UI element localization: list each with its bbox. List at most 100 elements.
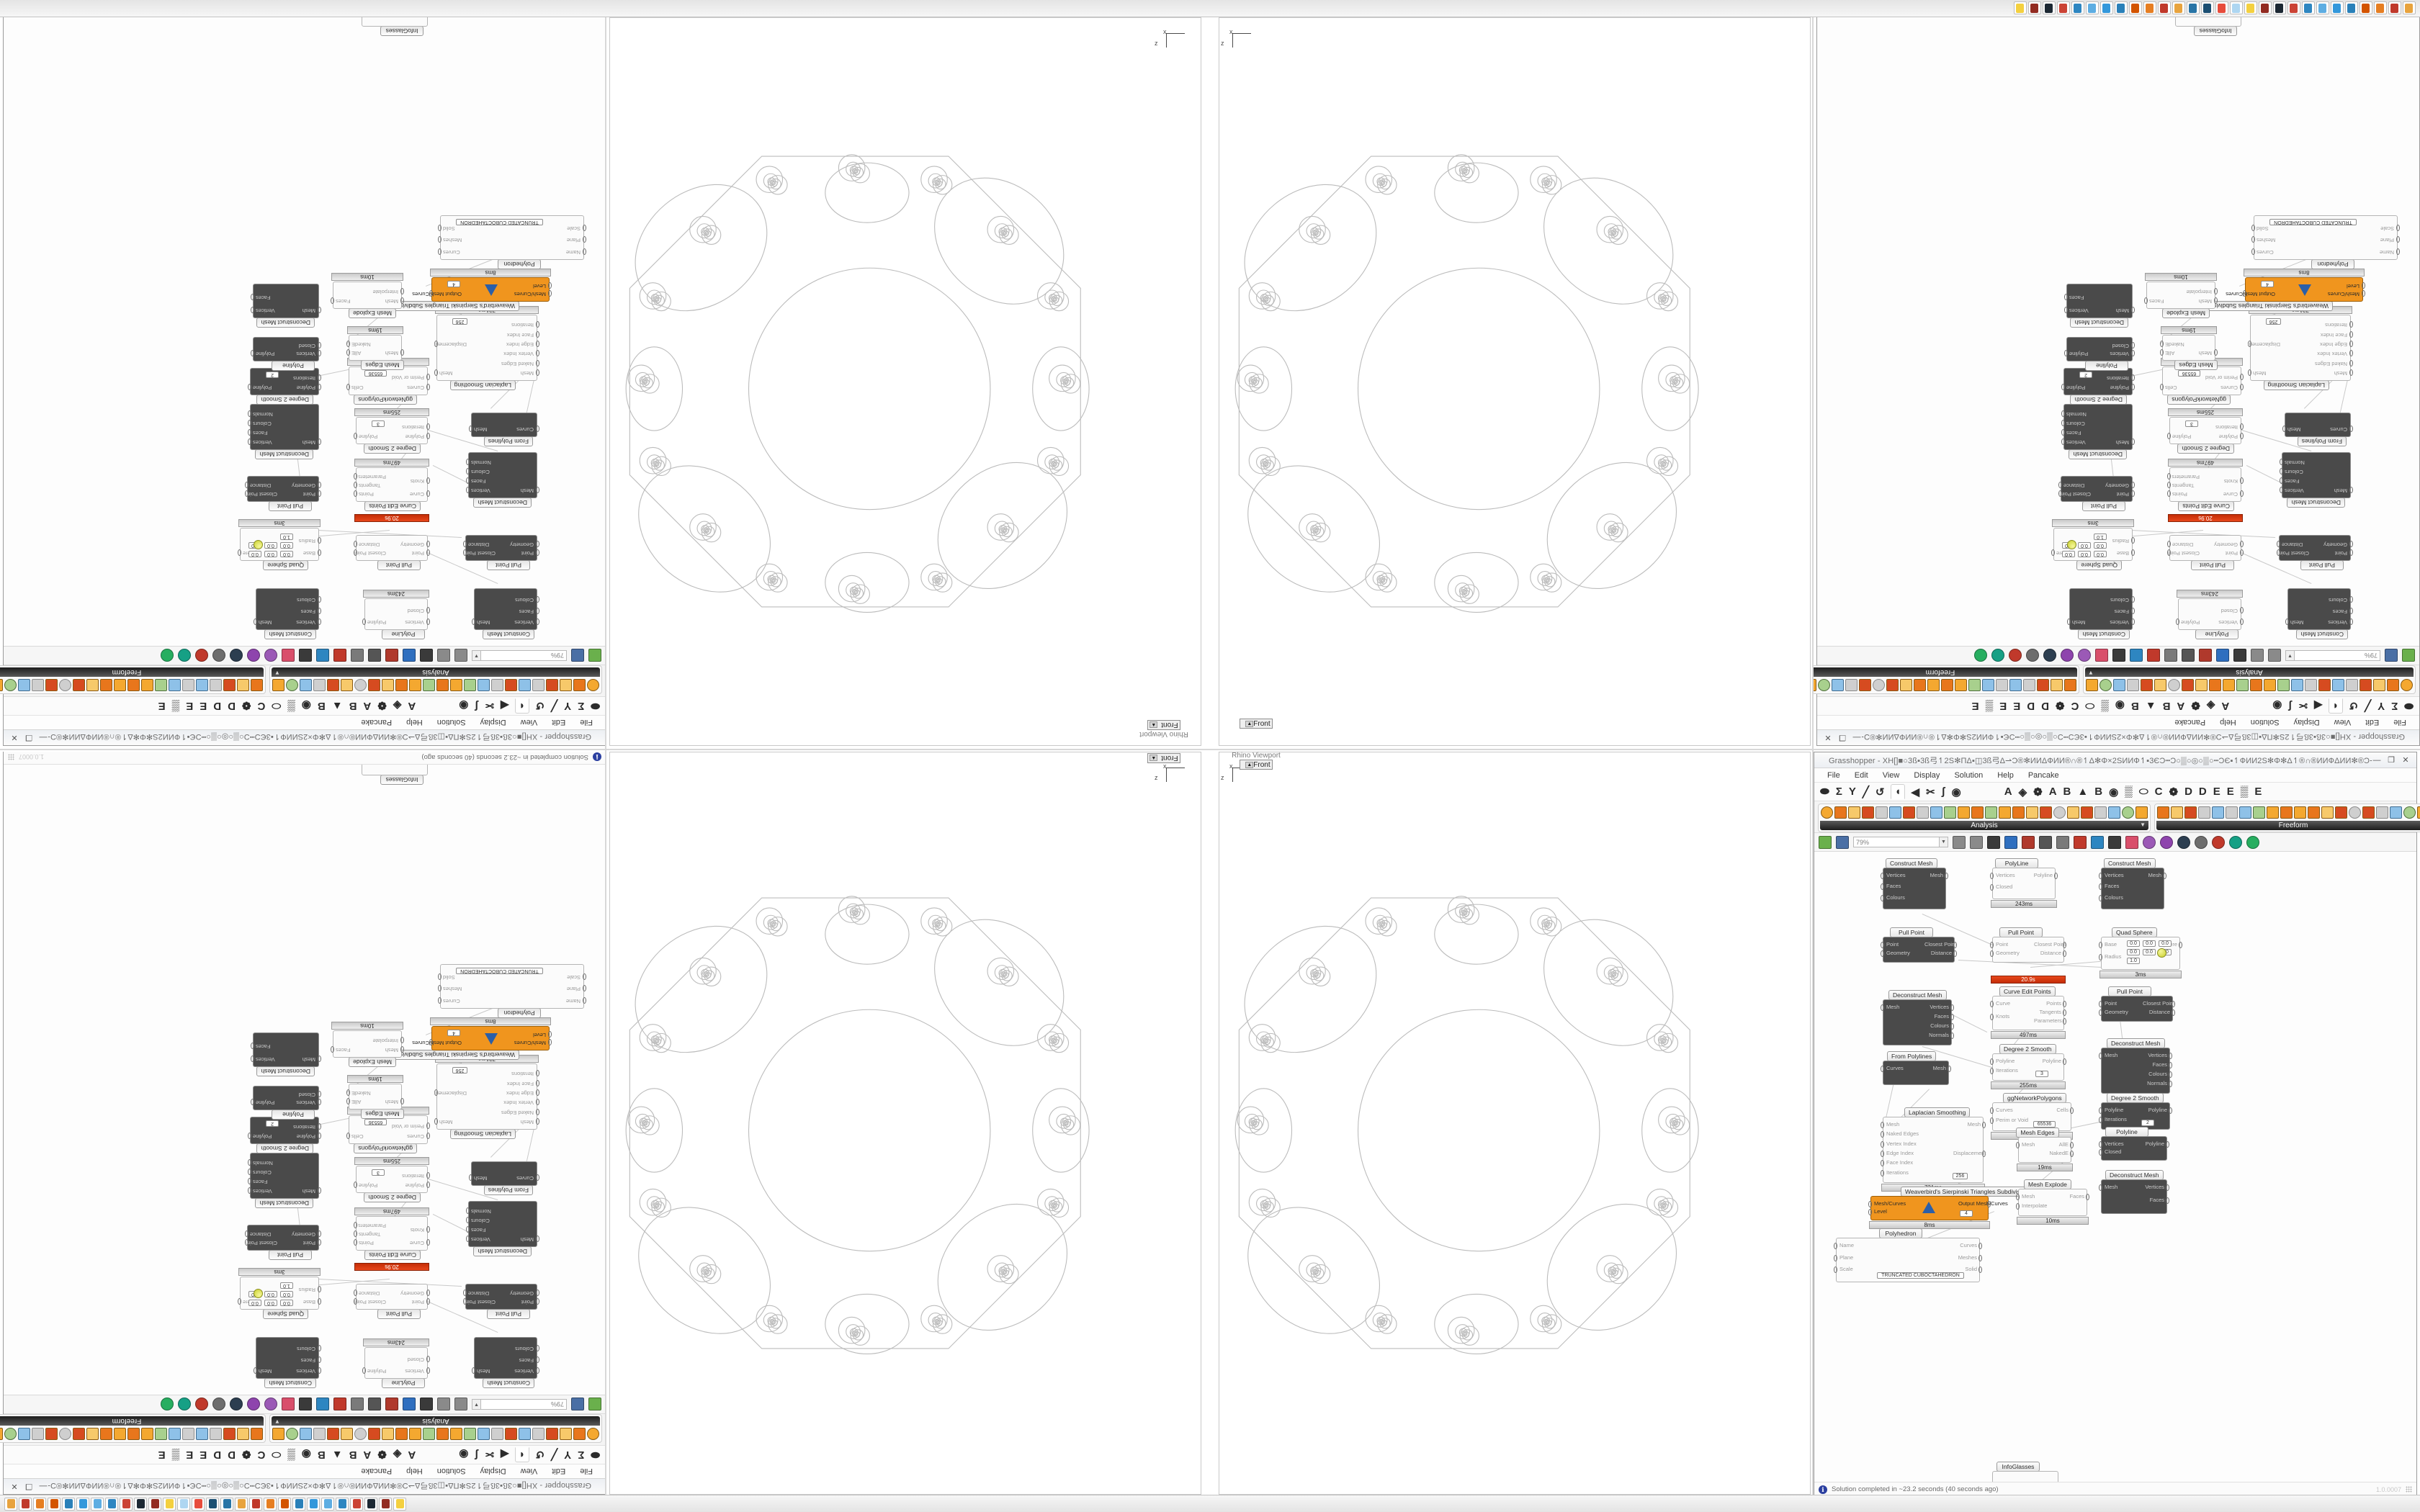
component-icon[interactable] [2154, 679, 2166, 691]
component-icon[interactable] [1999, 806, 2011, 819]
component-icon[interactable] [464, 679, 476, 691]
shade-grey-icon[interactable] [2160, 835, 2173, 849]
search-icon[interactable] [2074, 835, 2087, 849]
input-pin[interactable] [318, 1286, 321, 1292]
component-icon[interactable] [354, 679, 367, 691]
component-icon[interactable] [2023, 679, 2035, 691]
component-icon[interactable] [2195, 679, 2208, 691]
zoom-level-input[interactable]: 79% [2294, 650, 2380, 661]
maximize-button[interactable]: ❐ [25, 1482, 32, 1490]
category-tab-0[interactable]: A [2221, 700, 2230, 712]
component-icon[interactable] [519, 679, 531, 691]
chevron-down-icon[interactable]: ▼ [472, 650, 480, 661]
output-pin[interactable] [346, 1089, 350, 1096]
param-tab-4[interactable]: ↺ [1875, 786, 1885, 798]
input-pin[interactable] [426, 1172, 430, 1179]
input-pin[interactable] [583, 224, 586, 231]
component-icon[interactable] [1814, 679, 1816, 691]
input-pin[interactable] [1834, 1254, 1837, 1261]
category-tab-13[interactable]: D [213, 1449, 222, 1461]
input-pin[interactable] [318, 1123, 321, 1130]
chevron-down-icon[interactable]: ▼ [1940, 837, 1948, 847]
output-pin[interactable] [2070, 1107, 2074, 1114]
component-icon[interactable] [2064, 679, 2076, 691]
component-icon[interactable] [2250, 679, 2262, 691]
output-pin[interactable] [2063, 1058, 2066, 1065]
viewport-camera-combo-4[interactable]: ▲ Front [1240, 719, 1273, 729]
output-pin[interactable] [438, 224, 442, 231]
bake-icon[interactable] [1987, 835, 2000, 849]
component-icon[interactable] [2280, 806, 2293, 819]
output-pin[interactable] [248, 429, 251, 436]
category-tab-6[interactable]: B [317, 1449, 326, 1461]
output-pin[interactable] [346, 1098, 350, 1104]
component-param-input[interactable]: 256 [452, 1067, 467, 1074]
input-pin[interactable] [2349, 369, 2353, 376]
taskbar-app-icon[interactable] [2388, 1, 2401, 15]
taskbar-app-icon[interactable] [76, 1497, 89, 1511]
component-icon[interactable] [505, 679, 517, 691]
output-pin[interactable] [2061, 420, 2065, 426]
taskbar-app-icon[interactable] [220, 1497, 233, 1511]
shade-black-icon[interactable] [2143, 835, 2156, 849]
component-body[interactable] [2101, 1048, 2170, 1094]
category-tab-16[interactable]: ▒ [171, 1449, 180, 1461]
input-pin[interactable] [2099, 942, 2102, 948]
param-tab-4[interactable]: ↺ [2349, 699, 2359, 712]
output-pin[interactable] [2086, 1194, 2089, 1200]
param-tab-5[interactable]: ◖ [515, 698, 529, 714]
param-tab-6[interactable]: ◀ [1911, 786, 1920, 798]
output-pin[interactable] [2285, 618, 2289, 625]
component-icon[interactable] [1985, 806, 1997, 819]
output-pin[interactable] [354, 1290, 357, 1296]
output-pin[interactable] [354, 490, 357, 497]
taskbar-app-icon[interactable] [2158, 1, 2171, 15]
component-icon[interactable] [2182, 679, 2194, 691]
component-icon[interactable] [423, 1428, 435, 1440]
input-pin[interactable] [318, 1056, 321, 1062]
input-pin[interactable] [1881, 1169, 1884, 1176]
component-icon[interactable] [532, 1428, 544, 1440]
zoom-level-control[interactable]: 79% ▼ [1853, 837, 1948, 847]
component-icon[interactable] [86, 679, 99, 691]
input-pin[interactable] [318, 384, 321, 390]
param-tab-8[interactable]: ʃ [1941, 786, 1945, 798]
component-icon[interactable] [73, 1428, 85, 1440]
output-pin[interactable] [2179, 942, 2182, 948]
component-icon[interactable] [286, 1428, 298, 1440]
component-icon[interactable] [1955, 679, 1967, 691]
output-pin[interactable] [245, 1230, 248, 1237]
quad-sphere-value[interactable]: 0.0 [2159, 940, 2172, 947]
component-icon[interactable] [114, 1428, 126, 1440]
category-tab-16[interactable]: ▒ [1985, 700, 1994, 712]
open-file-icon[interactable] [588, 1398, 601, 1411]
zoom-extents-icon[interactable] [454, 649, 467, 662]
component-param-input[interactable]: TRUNCATED CUBOCTAHEDRON [2269, 219, 2357, 225]
component-icon[interactable] [251, 679, 263, 691]
input-pin[interactable] [536, 1345, 539, 1352]
component-body[interactable] [1992, 937, 2064, 963]
category-tab-12[interactable]: D [228, 700, 236, 712]
category-tab-12[interactable]: D [228, 1449, 236, 1461]
input-pin[interactable] [426, 541, 430, 547]
output-pin[interactable] [238, 1298, 241, 1305]
category-tab-14[interactable]: E [200, 700, 207, 712]
zoom-level-input[interactable]: 79% [1853, 837, 1940, 847]
category-tab-2[interactable]: ❁ [2191, 699, 2200, 712]
component-icon[interactable] [1927, 679, 1940, 691]
component-icon[interactable] [2264, 679, 2276, 691]
input-pin[interactable] [318, 1239, 321, 1246]
category-tab-10[interactable]: C [2071, 700, 2079, 712]
input-pin[interactable] [318, 537, 321, 544]
output-pin[interactable] [251, 1056, 254, 1062]
output-pin[interactable] [2061, 429, 2065, 436]
zoom-extents-icon[interactable] [2268, 649, 2281, 662]
input-pin[interactable] [318, 1187, 321, 1194]
component-body[interactable] [2061, 476, 2133, 502]
component-icon[interactable] [2141, 679, 2153, 691]
menu-item-view[interactable]: View [1882, 770, 1900, 780]
component-icon[interactable] [45, 1428, 58, 1440]
taskbar-app-icon[interactable] [350, 1497, 363, 1511]
gha-assembly-icon[interactable] [2182, 649, 2195, 662]
taskbar-app-icon[interactable] [2172, 1, 2185, 15]
